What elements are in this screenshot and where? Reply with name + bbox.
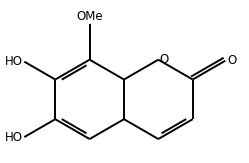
Text: O: O bbox=[159, 53, 169, 66]
Text: HO: HO bbox=[5, 55, 23, 68]
Text: O: O bbox=[227, 54, 236, 67]
Text: HO: HO bbox=[5, 131, 23, 144]
Text: OMe: OMe bbox=[76, 10, 103, 23]
